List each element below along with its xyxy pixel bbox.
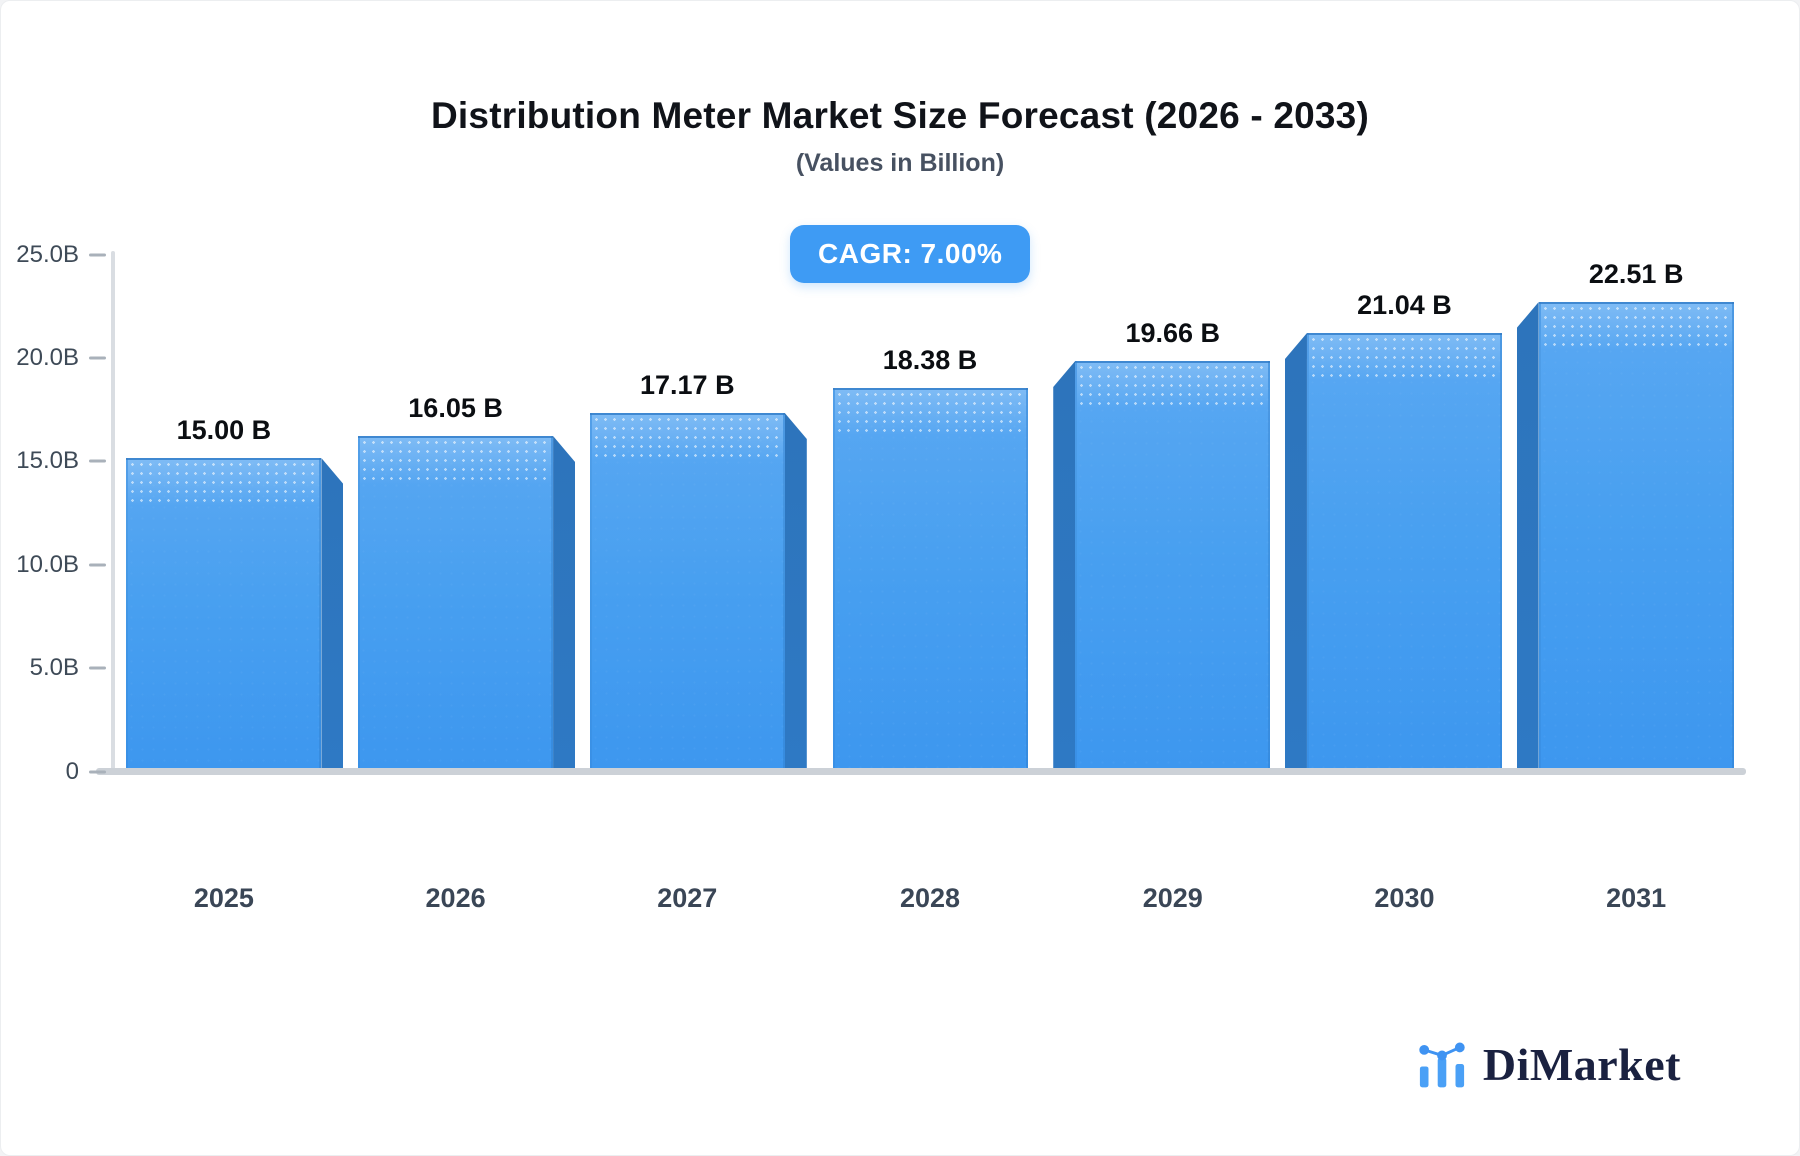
y-tick-mark xyxy=(89,356,106,360)
y-tick-label: 20.0B xyxy=(16,343,79,371)
bar-2026 xyxy=(358,436,576,768)
bar-side-face xyxy=(1516,302,1539,768)
bar-face xyxy=(358,436,554,768)
bar-value-label: 22.51 B xyxy=(1588,259,1684,289)
x-axis-labels: 2025 2026 2027 2028 2029 2030 2031 xyxy=(119,883,1741,914)
bar-face xyxy=(589,413,785,768)
y-tick-label: 10.0B xyxy=(16,550,79,578)
bar-value-label: 21.04 B xyxy=(1357,290,1452,320)
cagr-badge: CAGR: 7.00% xyxy=(790,225,1031,283)
y-tick-mark xyxy=(89,770,106,773)
bar-slot: 19.66 B xyxy=(1046,251,1278,768)
cagr-badge-label: CAGR: 7.00% xyxy=(818,238,1003,269)
bar-2030 xyxy=(1284,333,1502,768)
bar-side-face xyxy=(1284,333,1307,768)
bar-slot: 18.38 B xyxy=(814,251,1046,768)
bar-2028 xyxy=(832,388,1028,768)
bar-2029 xyxy=(1053,361,1271,768)
bar-slot: 22.51 B xyxy=(1509,251,1741,768)
y-tick-mark xyxy=(89,459,106,463)
bar-face xyxy=(832,388,1028,768)
bar-slot: 16.05 B xyxy=(351,251,583,768)
bar-value-label: 18.38 B xyxy=(882,345,978,375)
bar-2027 xyxy=(589,413,807,768)
bar-value-label: 16.05 B xyxy=(408,393,503,423)
chart-title: Distribution Meter Market Size Forecast … xyxy=(431,95,1369,136)
bars-area: 15.00 B 16.05 B 17.17 B 18.38 B 19.66 B 21.04… xyxy=(119,251,1741,768)
y-tick-mark xyxy=(89,253,106,256)
bar-slot: 21.04 B xyxy=(1278,251,1510,768)
bar-2025 xyxy=(126,458,344,768)
y-axis-line xyxy=(111,251,115,772)
dimarket-logo: DiMarket xyxy=(1415,1037,1681,1091)
bar-face xyxy=(1075,361,1271,768)
y-tick-label: 25.0B xyxy=(16,240,79,268)
x-axis-label-2030: 2030 xyxy=(1374,883,1435,913)
x-axis-label-2025: 2025 xyxy=(193,883,254,913)
bar-slot: 17.17 B xyxy=(582,251,814,768)
x-axis-label-2029: 2029 xyxy=(1142,883,1203,913)
bar-face xyxy=(1306,333,1502,768)
bar-face xyxy=(1538,302,1734,768)
x-axis-baseline xyxy=(96,768,1746,775)
chart-subtitle: (Values in Billion) xyxy=(795,149,1005,177)
bar-slot: 15.00 B xyxy=(119,251,351,768)
bar-face xyxy=(126,458,322,768)
mini-bar-line-chart-icon xyxy=(1419,1042,1465,1088)
bar-value-label: 19.66 B xyxy=(1125,318,1221,348)
y-tick-mark xyxy=(89,563,106,567)
bar-value-label: 17.17 B xyxy=(640,370,735,400)
x-axis-label-2028: 2028 xyxy=(899,883,961,913)
bar-2031 xyxy=(1516,302,1734,768)
logo-text: DiMarket xyxy=(1482,1038,1681,1090)
y-tick-label: 15.0B xyxy=(16,447,79,475)
x-axis-label-2027: 2027 xyxy=(657,883,718,913)
bar-side-face xyxy=(1053,361,1076,768)
bar-value-label: 15.00 B xyxy=(176,415,272,445)
y-tick-mark xyxy=(89,666,106,670)
bar-side-face xyxy=(784,413,807,768)
bar-side-face xyxy=(553,436,576,768)
x-axis-label-2026: 2026 xyxy=(425,883,486,913)
bar-side-face xyxy=(321,458,344,768)
y-tick-label: 0 xyxy=(65,757,79,785)
y-tick-label: 5.0B xyxy=(29,654,79,682)
x-axis-label-2031: 2031 xyxy=(1606,883,1667,913)
